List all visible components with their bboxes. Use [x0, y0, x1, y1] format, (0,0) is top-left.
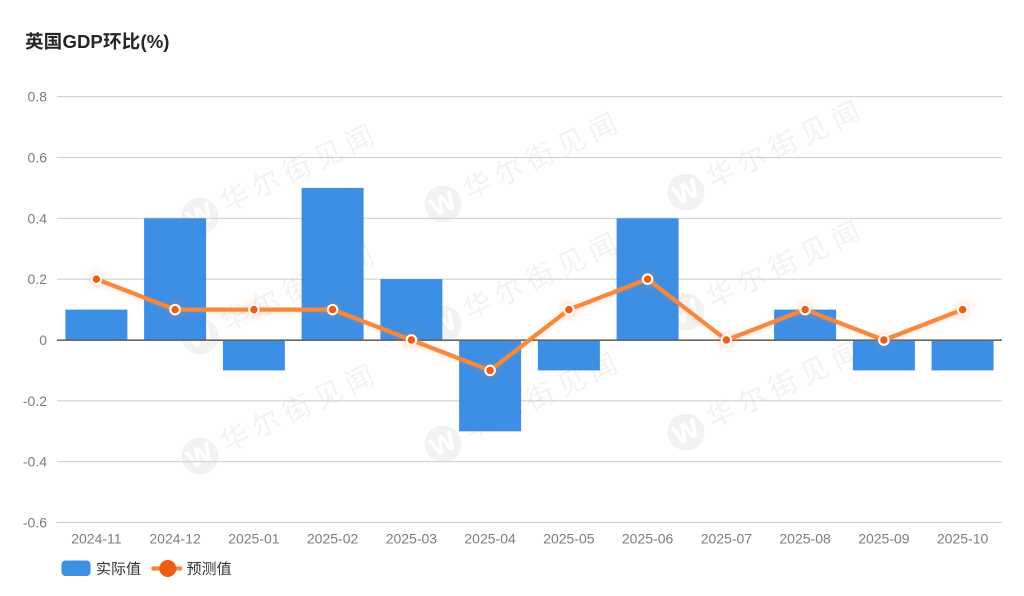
- svg-text:2025-09: 2025-09: [858, 531, 910, 547]
- svg-text:2025-06: 2025-06: [622, 531, 674, 547]
- svg-text:-0.6: -0.6: [23, 515, 47, 531]
- svg-text:2025-01: 2025-01: [228, 531, 280, 547]
- svg-text:-0.4: -0.4: [23, 454, 47, 470]
- svg-text:0.8: 0.8: [28, 89, 48, 105]
- svg-text:0: 0: [39, 332, 47, 348]
- svg-text:2025-03: 2025-03: [386, 531, 438, 547]
- svg-text:2025-05: 2025-05: [543, 531, 595, 547]
- svg-text:2025-02: 2025-02: [307, 531, 359, 547]
- svg-text:0.6: 0.6: [28, 150, 48, 166]
- svg-text:2024-12: 2024-12: [149, 531, 201, 547]
- svg-text:2025-10: 2025-10: [937, 531, 989, 547]
- svg-text:-0.2: -0.2: [23, 393, 47, 409]
- svg-text:2025-08: 2025-08: [779, 531, 831, 547]
- svg-text:2025-07: 2025-07: [701, 531, 753, 547]
- svg-text:2024-11: 2024-11: [71, 531, 122, 547]
- svg-text:GDP: GDP: [63, 31, 103, 52]
- svg-text:0.2: 0.2: [28, 271, 48, 287]
- svg-text:(%): (%): [141, 31, 170, 52]
- svg-text:0.4: 0.4: [28, 210, 48, 226]
- svg-text:2025-04: 2025-04: [464, 531, 516, 547]
